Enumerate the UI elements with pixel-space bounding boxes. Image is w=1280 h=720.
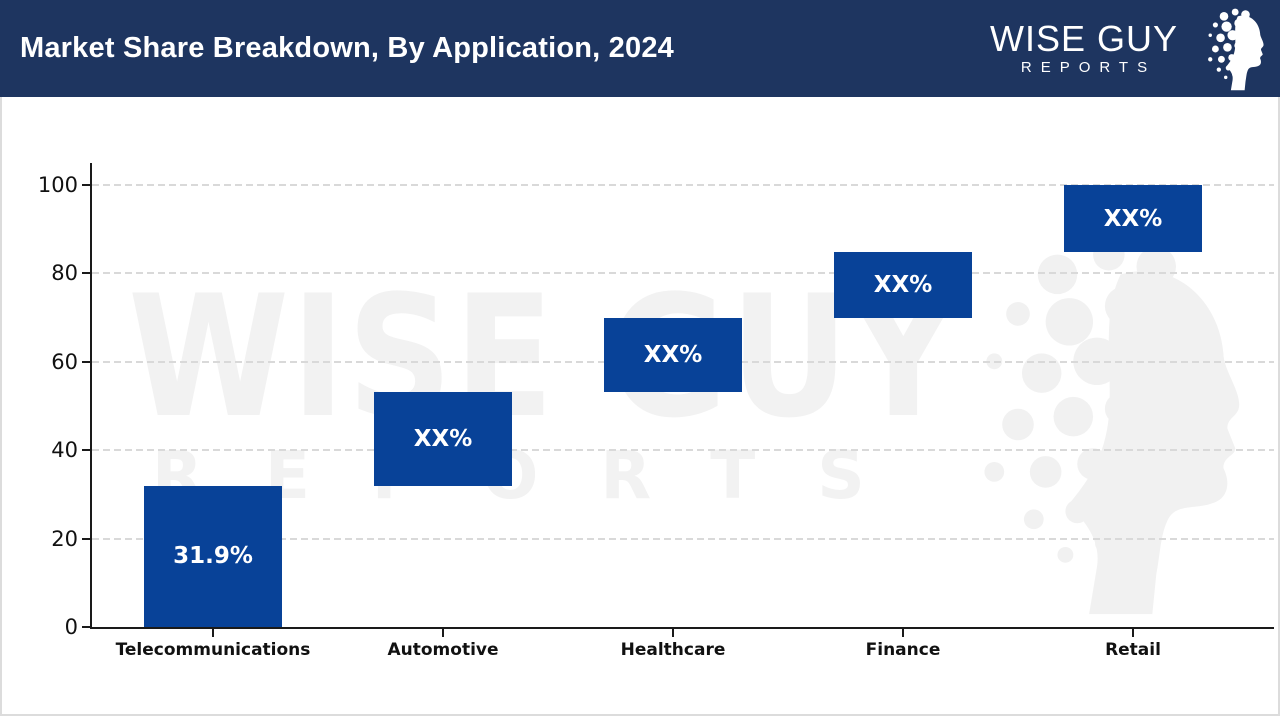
wiseguy-logo: WISE GUY REPORTS	[990, 6, 1268, 92]
bar-value-label: XX%	[413, 426, 473, 453]
bar-value-label: XX%	[1103, 205, 1163, 232]
gridline	[92, 184, 1274, 186]
y-axis-tick	[82, 184, 90, 186]
y-axis-label: 100	[37, 173, 78, 197]
bar-healthcare: XX%	[604, 318, 742, 393]
y-axis-label: 20	[51, 526, 78, 551]
x-axis-label: Retail	[1105, 640, 1161, 660]
gridline	[92, 537, 1274, 540]
bar-value-label: XX%	[873, 272, 933, 299]
x-axis	[90, 627, 1274, 629]
x-axis-label: Finance	[865, 640, 941, 660]
y-axis-tick	[82, 360, 90, 363]
chart-area: WISE GUY REPORTS 0 20 40 60 80 100 31.9% XX% XX%…	[0, 97, 1280, 716]
y-axis-label: 80	[51, 261, 78, 286]
x-axis-label: Healthcare	[620, 640, 726, 660]
gridline	[92, 272, 1274, 275]
page-title: Market Share Breakdown, By Application, …	[20, 32, 674, 64]
x-axis-tick	[902, 629, 904, 637]
logo-subtext: REPORTS	[1020, 59, 1157, 76]
bar-telecommunications: 31.9%	[144, 486, 282, 627]
y-axis-label: 60	[51, 349, 78, 374]
y-axis-label: 0	[64, 615, 78, 639]
gridline	[92, 449, 1274, 452]
x-axis-tick	[1132, 629, 1134, 637]
x-axis-tick	[212, 629, 214, 637]
waterfall-chart: 0 20 40 60 80 100 31.9% XX% XX% XX% XX% Telecommuni…	[2, 97, 1278, 714]
y-axis-tick	[82, 626, 90, 628]
x-axis-tick	[672, 629, 674, 637]
bar-value-label: 31.9%	[173, 543, 253, 570]
bar-value-label: XX%	[643, 342, 703, 369]
x-axis-label: Telecommunications	[115, 640, 311, 660]
bar-retail: XX%	[1064, 185, 1202, 253]
logo-text: WISE GUY REPORTS	[989, 18, 1178, 77]
y-axis-tick	[82, 537, 90, 540]
logo-wordmark: WISE GUY	[989, 18, 1178, 59]
x-axis-label: Automotive	[387, 640, 499, 660]
x-axis-tick	[442, 629, 444, 637]
header: Market Share Breakdown, By Application, …	[0, 0, 1280, 97]
y-axis-tick	[82, 272, 90, 275]
bar-finance: XX%	[834, 252, 972, 319]
y-axis-tick	[82, 449, 90, 452]
y-axis	[90, 163, 92, 629]
y-axis-label: 40	[51, 438, 78, 463]
logo-head-icon	[1208, 8, 1264, 90]
bar-automotive: XX%	[374, 392, 512, 486]
watermark-wordmark: WISE GUY	[128, 259, 959, 455]
